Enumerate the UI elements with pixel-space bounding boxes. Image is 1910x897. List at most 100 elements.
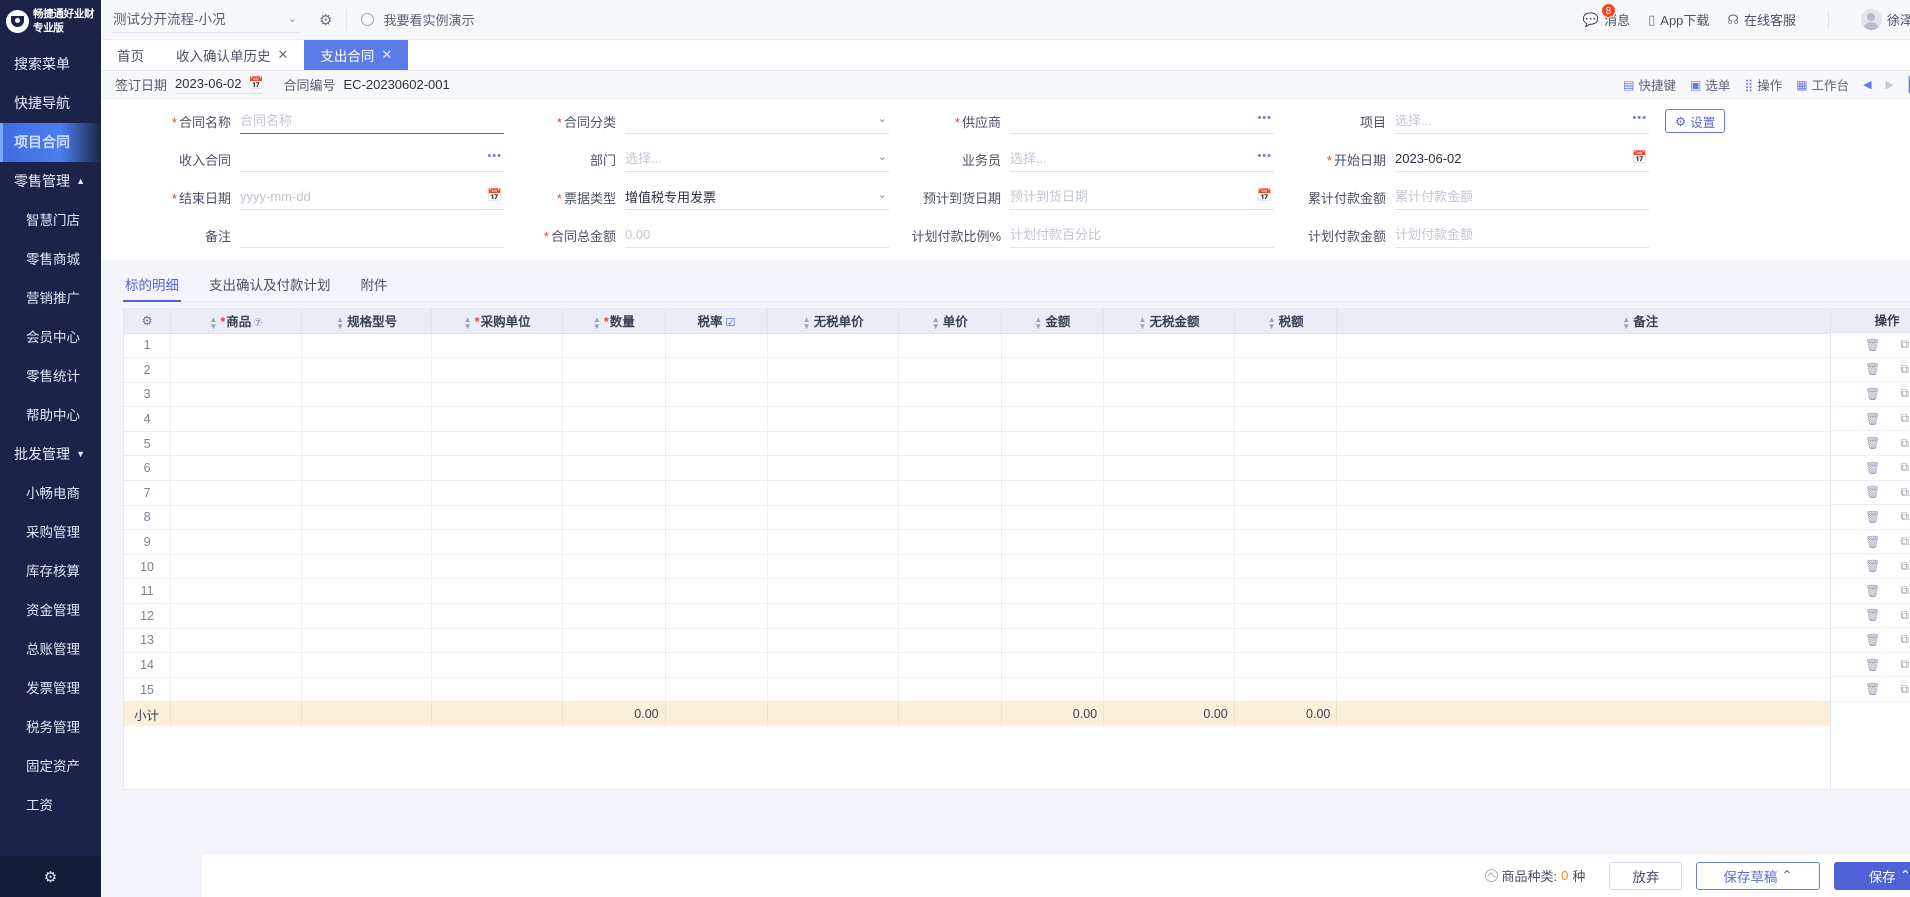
form-tool-3[interactable]: ▦ 工作台 [1796,75,1849,94]
sidebar-item-9[interactable]: 帮助中心 [0,396,101,435]
sidebar-item-14[interactable]: 资金管理 [0,591,101,630]
cell[interactable] [562,578,666,605]
field-input-wrap[interactable]: ⌄ [625,184,889,210]
cell[interactable] [431,529,564,555]
cell[interactable] [562,652,666,678]
cell[interactable] [1336,677,1910,703]
col-header-3[interactable]: ▲ ▼ *数量 [562,309,666,334]
field-input-wrap[interactable] [240,108,504,134]
close-icon[interactable]: ✕ [277,47,289,62]
copy-icon[interactable]: ⧉ [1900,509,1909,524]
sidebar-item-2[interactable]: 项目合同 [0,123,101,162]
cell[interactable] [898,333,1002,359]
field-input[interactable] [1010,146,1274,171]
field-input[interactable] [240,146,504,171]
sort-icon[interactable]: ▲ ▼ [1267,314,1276,331]
field-input-wrap[interactable]: 📅 [1395,146,1649,172]
cell[interactable] [1001,554,1105,580]
cell[interactable] [170,455,302,482]
cell[interactable] [1336,505,1910,531]
cell[interactable] [665,529,769,555]
form-tool-0[interactable]: ▤ 快捷键 [1623,75,1676,94]
cell[interactable] [1001,652,1105,678]
cell[interactable] [1234,406,1338,432]
cell[interactable] [562,382,666,408]
table-row[interactable]: 14 [124,652,1910,678]
cell[interactable] [1234,333,1338,359]
cell[interactable] [170,578,302,605]
cell[interactable] [170,480,302,506]
cell[interactable] [898,505,1002,531]
col-header-10[interactable]: ▲ ▼ 备注 [1336,309,1910,334]
cell[interactable] [170,628,302,654]
copy-icon[interactable]: ⧉ [1900,337,1909,352]
cell[interactable] [767,677,899,703]
cell[interactable] [1103,357,1235,383]
copy-icon[interactable]: ⧉ [1900,411,1909,426]
field-input-wrap[interactable] [1010,222,1274,248]
chevron-down-icon[interactable]: ⌄ [877,113,887,125]
cell[interactable] [665,406,769,432]
field-input[interactable] [240,222,504,247]
cell[interactable] [1103,652,1235,678]
field-input-wrap[interactable]: ⌄ [625,108,889,134]
sidebar-item-1[interactable]: 快捷导航 [0,84,101,123]
table-row[interactable]: 12 [124,603,1910,629]
sidebar-settings-button[interactable]: ⚙ [0,856,101,897]
cell[interactable] [1001,333,1105,359]
cell[interactable] [898,603,1002,629]
delete-icon[interactable]: 🗑 [1865,386,1881,401]
help-icon[interactable]: ⑦ [253,317,263,330]
cell[interactable] [1001,480,1105,506]
sort-icon[interactable]: ▲ ▼ [592,314,601,331]
cell[interactable] [562,333,666,359]
table-row[interactable]: 7 [124,480,1910,506]
cell[interactable] [562,603,666,629]
cell[interactable] [1103,578,1235,605]
sidebar-item-16[interactable]: 发票管理 [0,669,101,708]
delete-icon[interactable]: 🗑 [1865,411,1881,426]
delete-icon[interactable]: 🗑 [1865,509,1881,524]
more-dots-icon[interactable]: ••• [1257,150,1272,162]
sort-icon[interactable]: ▲ ▼ [1622,314,1631,331]
cell[interactable] [665,628,769,654]
cell[interactable] [767,628,899,654]
demo-link[interactable]: 我要看实例演示 [361,10,474,29]
sort-icon[interactable]: ▲ ▼ [931,314,940,331]
cell[interactable] [767,333,899,359]
settings-button[interactable]: ⚙ 设置 [1665,109,1726,133]
cell[interactable] [301,652,433,678]
cell[interactable] [1234,455,1338,482]
calendar-icon[interactable]: 📅 [487,188,502,202]
cell[interactable] [1336,382,1910,408]
cell[interactable] [431,455,564,482]
field-input-wrap[interactable]: ••• [1010,108,1274,134]
cell[interactable] [301,578,433,605]
cell[interactable] [665,603,769,629]
close-icon[interactable]: ✕ [381,47,393,62]
chevron-down-icon[interactable]: ⌄ [877,151,887,163]
edit-icon[interactable]: ☑ [725,317,736,330]
col-header-7[interactable]: ▲ ▼ 金额 [1001,309,1105,334]
form-tool-2[interactable]: ⣿ 操作 [1744,75,1782,94]
delete-icon[interactable]: 🗑 [1865,583,1881,598]
sort-icon[interactable]: ▲ ▼ [336,314,345,331]
field-input-wrap[interactable]: ⌄ [625,146,889,172]
table-row[interactable]: 4 [124,406,1910,432]
sidebar-item-10[interactable]: 批发管理 ▼ [0,435,101,474]
sidebar-item-5[interactable]: 零售商城 [0,240,101,279]
sidebar-item-3[interactable]: 零售管理 ▲ [0,162,101,201]
delete-icon[interactable]: 🗑 [1865,657,1881,672]
form-tool-1[interactable]: ▣ 选单 [1690,75,1730,94]
cell[interactable] [898,382,1002,408]
cell[interactable] [431,406,564,432]
cell[interactable] [301,455,433,482]
cell[interactable] [301,529,433,555]
delete-icon[interactable]: 🗑 [1865,608,1881,623]
cell[interactable] [1336,455,1910,482]
cell[interactable] [431,628,564,654]
table-row[interactable]: 9 [124,529,1910,555]
cell[interactable] [301,628,433,654]
cell[interactable] [1103,333,1235,359]
field-input[interactable] [240,184,504,209]
